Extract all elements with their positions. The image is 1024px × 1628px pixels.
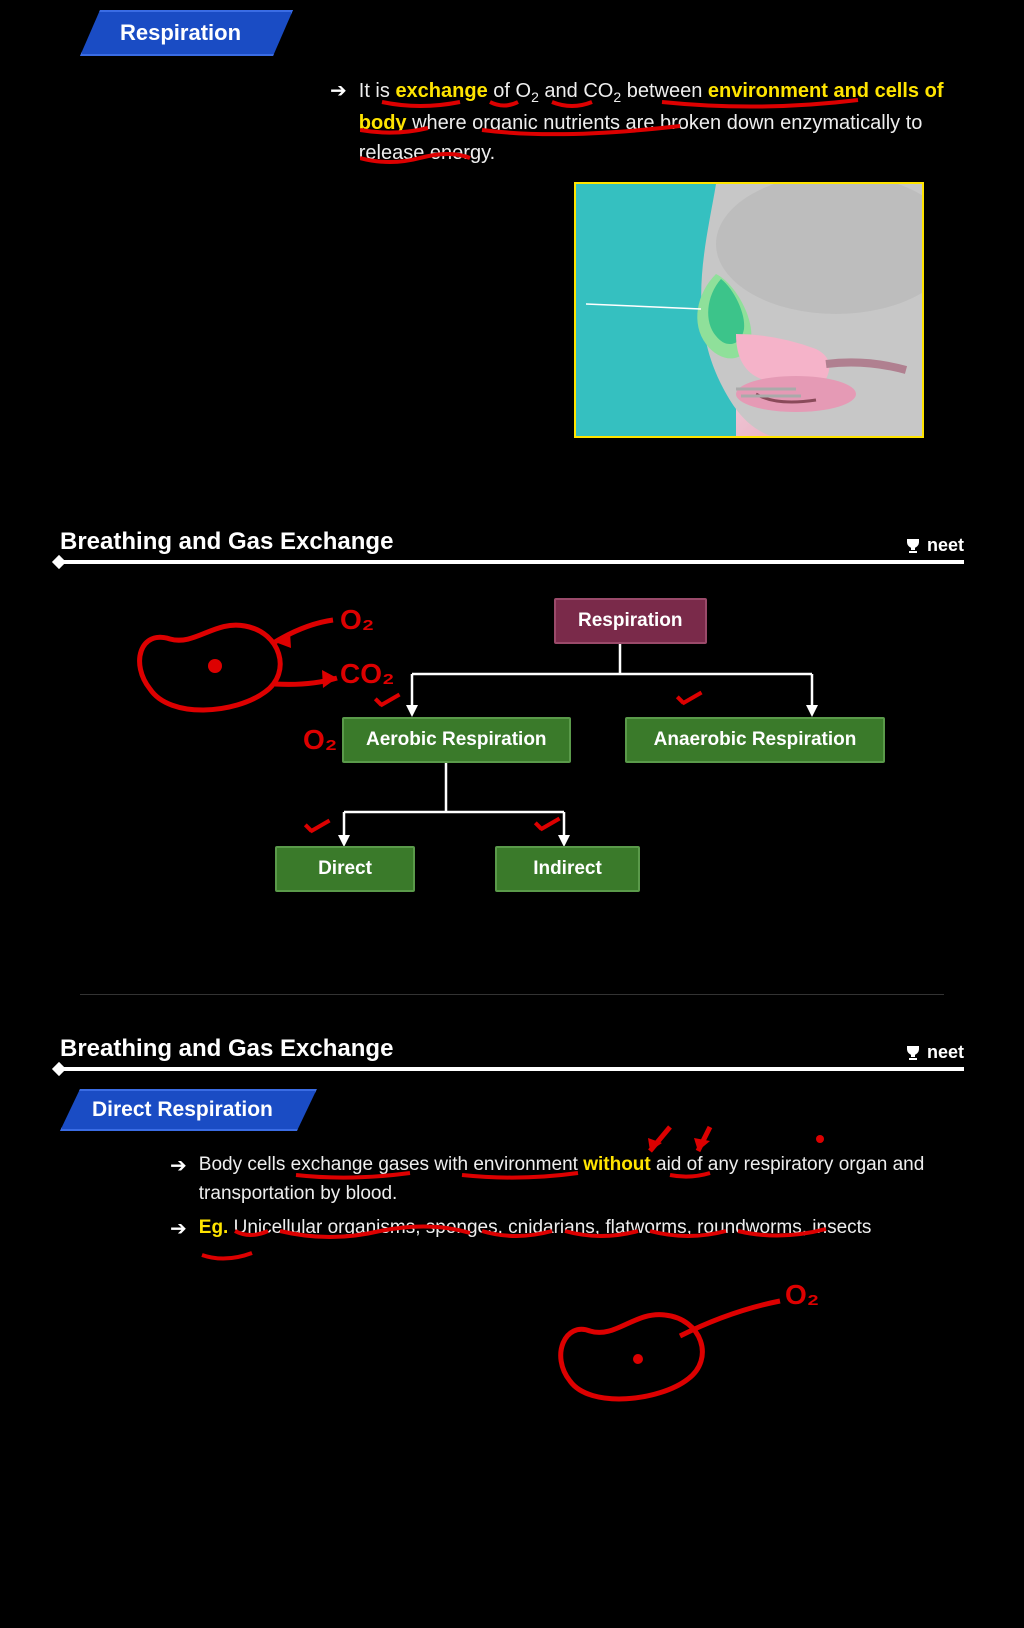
slide-respiration-intro: Respiration ➔ It is exchange of O2 and C… [0, 0, 1024, 478]
flowchart: Respiration Aerobic Respiration Anaerobi… [60, 584, 964, 944]
arrow-icon: ➔ [170, 1216, 187, 1241]
trophy-icon [903, 536, 923, 556]
check-aerobic [370, 692, 402, 712]
section-title-2: Breathing and Gas Exchange [60, 1035, 393, 1063]
trophy-icon [903, 1043, 923, 1063]
anno-co2-top: CO₂ [340, 658, 394, 690]
bullet-direct-1: ➔ Body cells exchange gases with environ… [170, 1151, 964, 1208]
bullet-direct-2-text: Eg. Unicellular organisms, sponges, cnid… [199, 1214, 872, 1243]
anno-o2-bot: O₂ [785, 1279, 819, 1311]
arrow-icon: ➔ [170, 1153, 187, 1178]
respiration-illustration [574, 182, 924, 438]
node-anaerobic: Anaerobic Respiration [625, 717, 885, 763]
neet-badge-2: neet [903, 1042, 964, 1063]
arrow-icon: ➔ [330, 78, 347, 103]
section-title-1: Breathing and Gas Exchange [60, 528, 393, 556]
tab-respiration: Respiration [80, 10, 293, 56]
node-direct: Direct [275, 846, 415, 892]
check-direct [300, 818, 332, 838]
bullet-definition-text: It is exchange of O2 and CO2 between env… [359, 76, 964, 168]
slide-direct-respiration: Breathing and Gas Exchange neet Direct R… [0, 1035, 1024, 1283]
bullet-definition: ➔ It is exchange of O2 and CO2 between e… [330, 76, 964, 168]
bullet-direct-1-text: Body cells exchange gases with environme… [199, 1151, 964, 1208]
section-header-2: Breathing and Gas Exchange neet [60, 1035, 964, 1071]
tab-direct-respiration: Direct Respiration [60, 1089, 317, 1131]
slide-flowchart: Breathing and Gas Exchange neet Respirat… [0, 478, 1024, 984]
section-header-1: Breathing and Gas Exchange neet [60, 528, 964, 564]
slide-divider [80, 994, 944, 995]
neet-badge-1: neet [903, 535, 964, 556]
node-aerobic: Aerobic Respiration [342, 717, 571, 763]
check-anaerobic [672, 690, 704, 710]
check-indirect [530, 816, 562, 836]
node-indirect: Indirect [495, 846, 640, 892]
anno-o2-mid: O₂ [303, 724, 337, 756]
node-respiration: Respiration [554, 598, 707, 644]
anno-o2-top: O₂ [340, 604, 374, 636]
bullet-direct-2: ➔ Eg. Unicellular organisms, sponges, cn… [170, 1214, 964, 1243]
